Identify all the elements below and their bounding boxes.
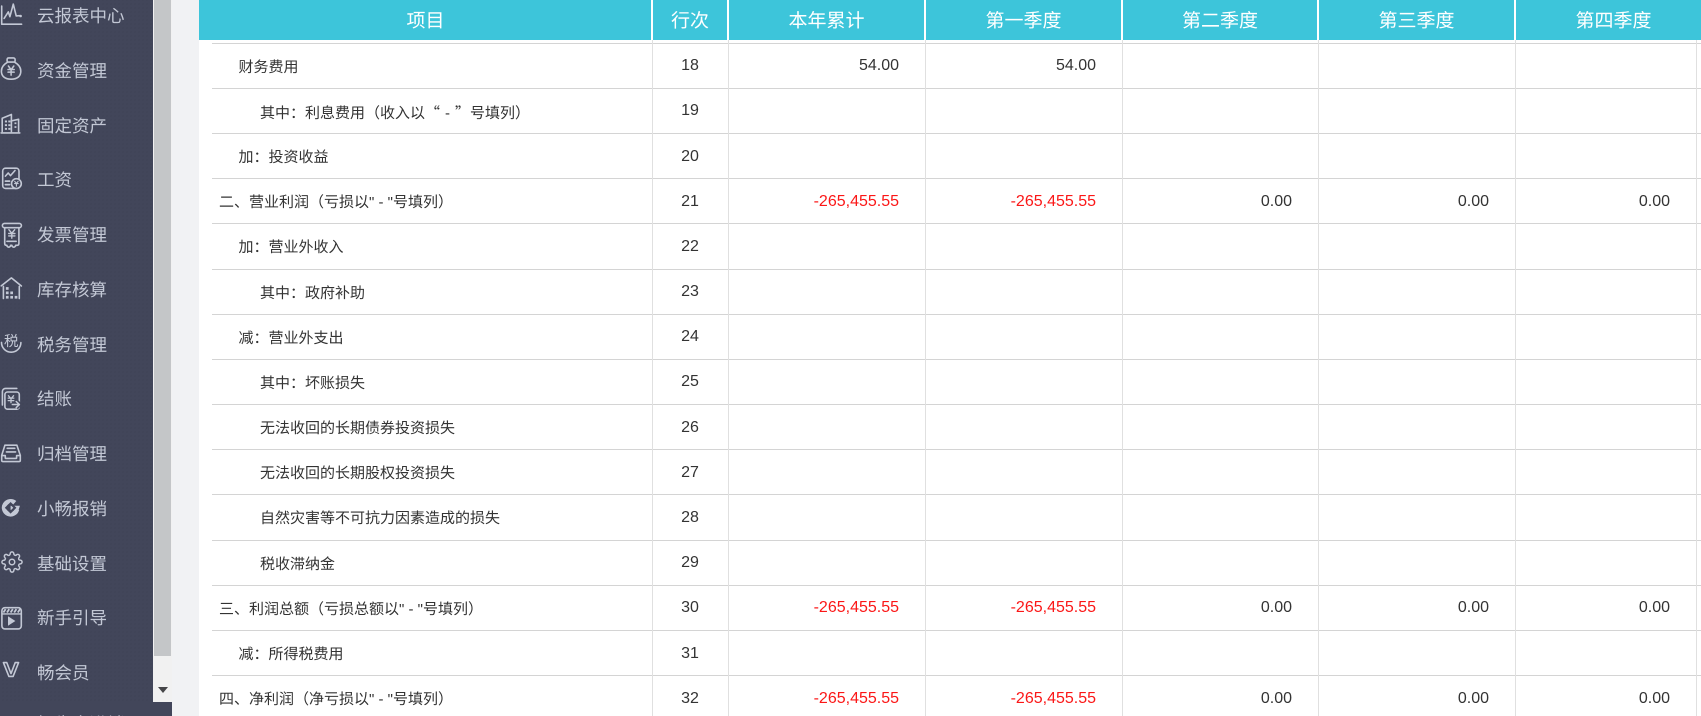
svg-text:税: 税 xyxy=(4,330,19,351)
